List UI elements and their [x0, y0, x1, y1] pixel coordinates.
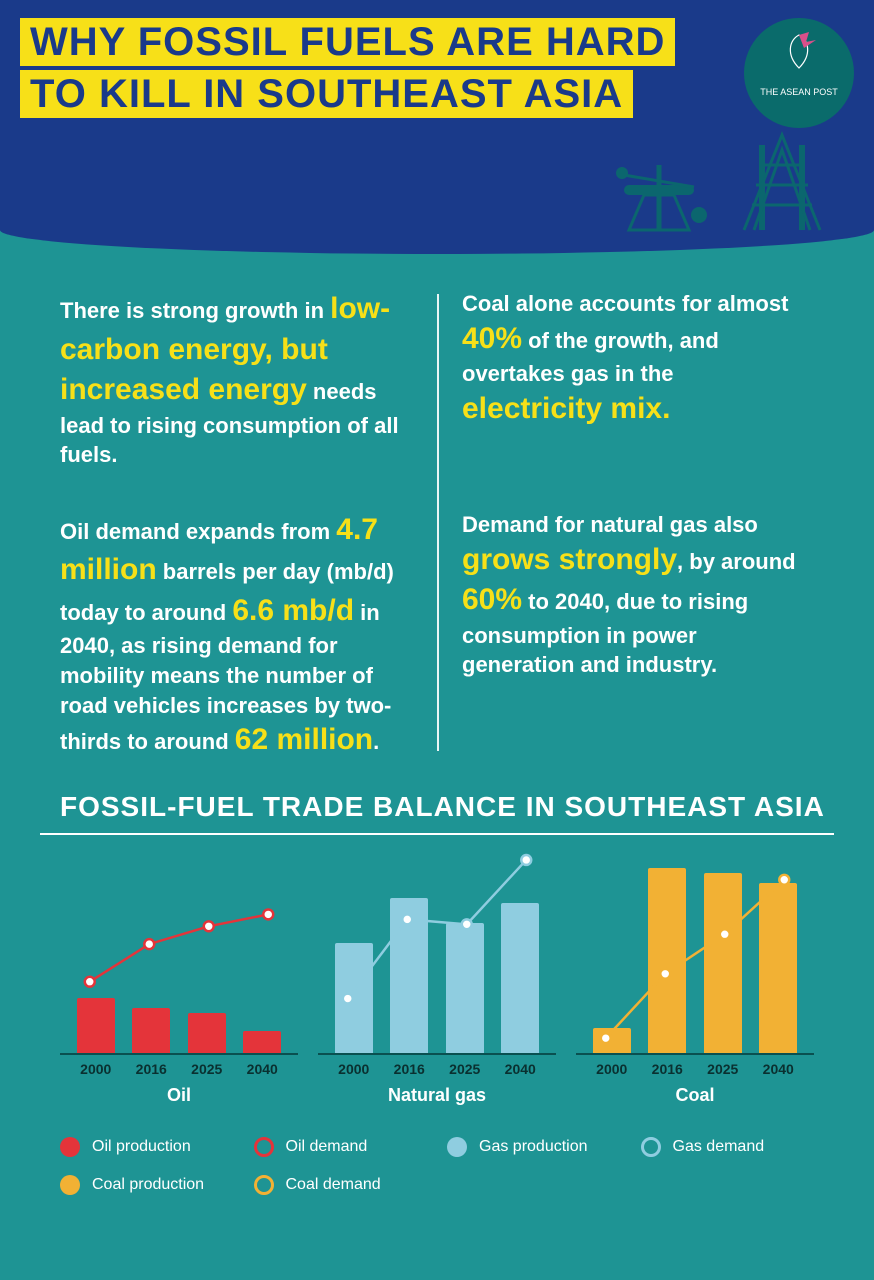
- x-label: 2025: [704, 1061, 742, 1077]
- text: Demand for natural gas also: [462, 512, 758, 537]
- legend-swatch: [254, 1175, 274, 1195]
- highlight: electricity mix.: [462, 392, 670, 425]
- asean-post-logo: THE ASEAN POST: [744, 18, 854, 128]
- legend-item: Oil production: [60, 1137, 234, 1157]
- header: WHY FOSSIL FUELS ARE HARD TO KILL IN SOU…: [0, 0, 874, 230]
- x-label: 2016: [648, 1061, 686, 1077]
- x-label: 2025: [446, 1061, 484, 1077]
- fact-bottom-left: Oil demand expands from 4.7 million barr…: [60, 510, 412, 761]
- chart-oil: 2000 2016 2025 2040 Oil: [50, 855, 308, 1115]
- legend-label: Oil production: [92, 1138, 191, 1156]
- demand-line: [318, 855, 556, 1053]
- legend-swatch: [254, 1137, 274, 1157]
- title-line-1: WHY FOSSIL FUELS ARE HARD: [20, 18, 675, 66]
- charts-row: 2000 2016 2025 2040 Oil 2000 2016 2025 2040 Natur…: [40, 835, 834, 1115]
- legend: Oil production Oil demand Gas production Ga…: [0, 1115, 874, 1217]
- legend-swatch: [60, 1175, 80, 1195]
- oil-rig-icon: [604, 115, 844, 235]
- text: , by around: [677, 549, 796, 574]
- x-label: 2016: [390, 1061, 428, 1077]
- highlight: 60%: [462, 583, 522, 616]
- chart-label: Natural gas: [318, 1085, 556, 1106]
- legend-label: Coal demand: [286, 1176, 381, 1194]
- text: Oil demand expands from: [60, 519, 336, 544]
- x-label: 2040: [501, 1061, 539, 1077]
- legend-item: Coal production: [60, 1175, 234, 1195]
- legend-item: Gas production: [447, 1137, 621, 1157]
- legend-swatch: [641, 1137, 661, 1157]
- infographic-page: WHY FOSSIL FUELS ARE HARD TO KILL IN SOU…: [0, 0, 874, 1280]
- chart-section: FOSSIL-FUEL TRADE BALANCE IN SOUTHEAST A…: [0, 771, 874, 1115]
- x-label: 2040: [243, 1061, 281, 1077]
- highlight: 6.6 mb/d: [232, 594, 354, 627]
- demand-line: [576, 855, 814, 1053]
- logo-text: THE ASEAN POST: [760, 88, 838, 98]
- chart-label: Coal: [576, 1085, 814, 1106]
- legend-item: Coal demand: [254, 1175, 428, 1195]
- legend-label: Coal production: [92, 1176, 204, 1194]
- title-line-2: TO KILL IN SOUTHEAST ASIA: [20, 70, 633, 118]
- text: .: [373, 729, 379, 754]
- x-label: 2016: [132, 1061, 170, 1077]
- chart-label: Oil: [60, 1085, 298, 1106]
- text: Coal alone accounts for almost: [462, 291, 788, 316]
- title: WHY FOSSIL FUELS ARE HARD TO KILL IN SOU…: [20, 18, 675, 118]
- legend-swatch: [60, 1137, 80, 1157]
- legend-label: Gas demand: [673, 1138, 765, 1156]
- fact-top-right: Coal alone accounts for almost 40% of th…: [462, 289, 814, 470]
- x-label: 2025: [188, 1061, 226, 1077]
- chart-natural-gas: 2000 2016 2025 2040 Natural gas: [308, 855, 566, 1115]
- highlight: grows strongly: [462, 543, 677, 576]
- fact-top-left: There is strong growth in low-carbon ene…: [60, 289, 412, 470]
- x-label: 2000: [77, 1061, 115, 1077]
- legend-swatch: [447, 1137, 467, 1157]
- legend-item: Gas demand: [641, 1137, 815, 1157]
- fact-bottom-right: Demand for natural gas also grows strong…: [462, 510, 814, 761]
- demand-line: [60, 855, 298, 1053]
- highlight: 40%: [462, 322, 522, 355]
- x-label: 2000: [593, 1061, 631, 1077]
- chart-coal: 2000 2016 2025 2040 Coal: [566, 855, 824, 1115]
- legend-label: Oil demand: [286, 1138, 368, 1156]
- legend-item: Oil demand: [254, 1137, 428, 1157]
- vertical-divider: [437, 294, 439, 751]
- chart-section-title: FOSSIL-FUEL TRADE BALANCE IN SOUTHEAST A…: [40, 791, 834, 823]
- legend-label: Gas production: [479, 1138, 588, 1156]
- text: There is strong growth in: [60, 298, 330, 323]
- x-label: 2040: [759, 1061, 797, 1077]
- highlight: 62 million: [235, 723, 373, 756]
- facts-grid: There is strong growth in low-carbon ene…: [0, 254, 874, 771]
- x-label: 2000: [335, 1061, 373, 1077]
